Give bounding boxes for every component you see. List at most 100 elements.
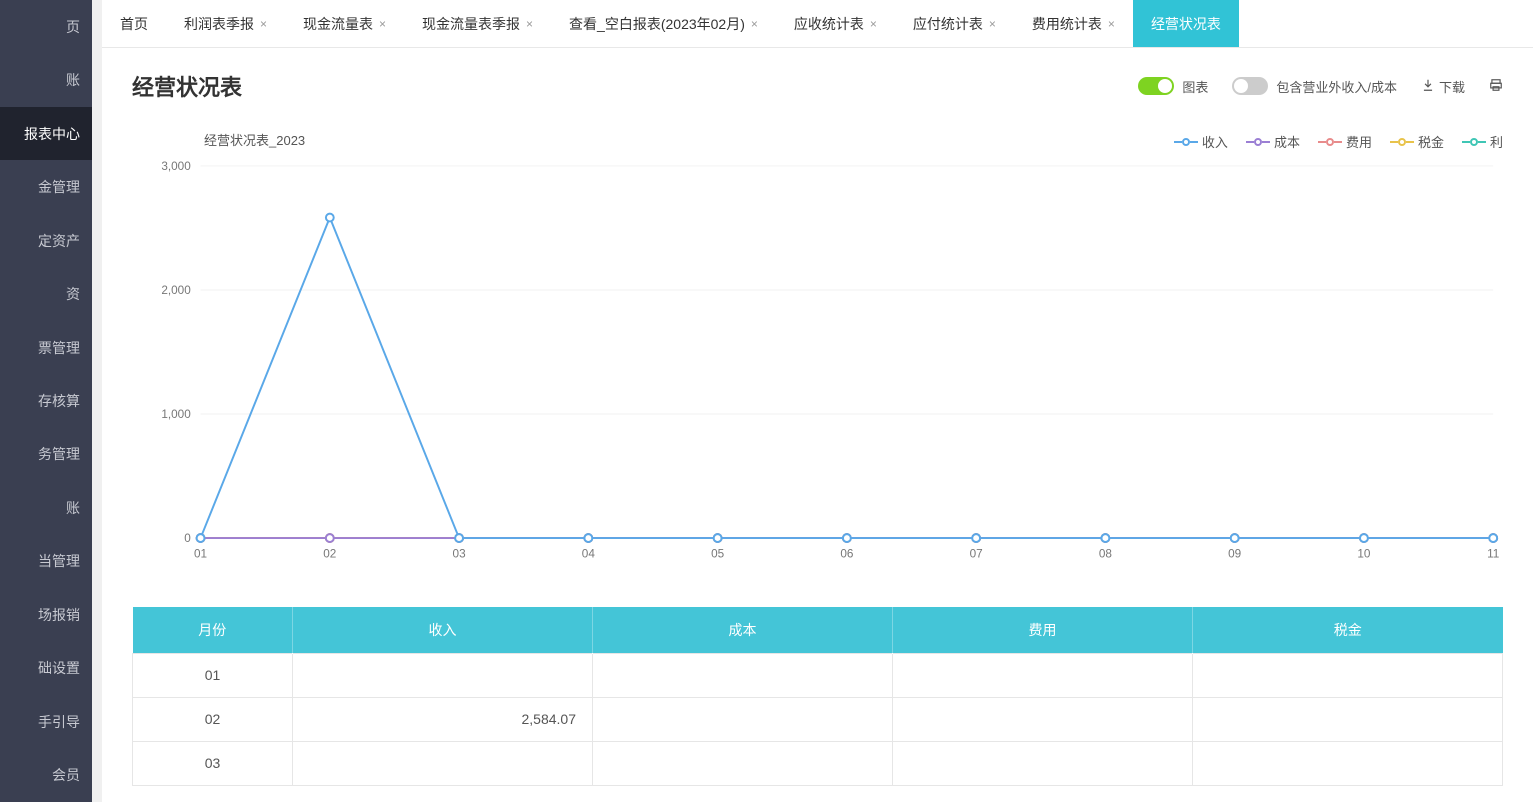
table-header-2: 成本	[593, 607, 893, 653]
data-table-area: 月份收入成本费用税金 01022,584.0703	[132, 607, 1503, 786]
table-header-4: 税金	[1193, 607, 1503, 653]
sidebar-item-0[interactable]: 页	[0, 0, 92, 53]
download-icon	[1421, 78, 1435, 95]
sidebar-item-5[interactable]: 资	[0, 267, 92, 320]
svg-text:03: 03	[453, 548, 467, 561]
sidebar-item-1[interactable]: 账	[0, 53, 92, 106]
data-table: 月份收入成本费用税金 01022,584.0703	[132, 607, 1503, 786]
sidebar-item-2[interactable]: 报表中心	[0, 107, 92, 160]
table-cell	[593, 741, 893, 785]
sidebar-item-6[interactable]: 票管理	[0, 321, 92, 374]
sidebar-item-10[interactable]: 当管理	[0, 535, 92, 588]
table-cell	[893, 653, 1193, 697]
toggle-chart-label: 图表	[1182, 77, 1208, 96]
svg-text:3,000: 3,000	[161, 160, 191, 173]
sidebar-item-14[interactable]: 会员	[0, 749, 92, 802]
tab-label: 查看_空白报表(2023年02月)	[569, 14, 745, 34]
tab-3[interactable]: 现金流量表季报×	[404, 0, 551, 48]
table-header-3: 费用	[893, 607, 1193, 653]
close-icon[interactable]: ×	[260, 17, 267, 31]
legend-label: 利	[1490, 132, 1503, 151]
chart-area: 经营状况表_2023 收入 成本 费用 税金 利 0 1,000 2,000 3,000 01 0…	[132, 122, 1503, 587]
legend-item-收入[interactable]: 收入	[1174, 132, 1228, 151]
svg-text:1,000: 1,000	[161, 408, 191, 421]
table-cell	[593, 697, 893, 741]
table-cell	[1193, 653, 1503, 697]
tab-6[interactable]: 应付统计表 ×	[895, 0, 1014, 48]
sidebar-item-9[interactable]: 账	[0, 481, 92, 534]
svg-text:2,000: 2,000	[161, 284, 191, 297]
page-title: 经营状况表	[132, 70, 242, 102]
tab-label: 应付统计表	[913, 14, 983, 34]
svg-text:08: 08	[1099, 548, 1113, 561]
tab-label: 利润表季报	[184, 14, 254, 34]
tab-5[interactable]: 应收统计表 ×	[776, 0, 895, 48]
toggle-extra[interactable]	[1232, 77, 1268, 95]
table-cell: 2,584.07	[293, 697, 593, 741]
sidebar-item-12[interactable]: 础设置	[0, 642, 92, 695]
tab-2[interactable]: 现金流量表 ×	[285, 0, 404, 48]
chart-legend: 收入 成本 费用 税金 利	[1174, 132, 1503, 151]
close-icon[interactable]: ×	[526, 17, 533, 31]
tab-label: 应收统计表	[794, 14, 864, 34]
svg-text:10: 10	[1357, 548, 1371, 561]
svg-text:06: 06	[840, 548, 854, 561]
download-button[interactable]: 下载	[1421, 77, 1465, 96]
tab-8[interactable]: 经营状况表	[1133, 0, 1239, 48]
close-icon[interactable]: ×	[1108, 17, 1115, 31]
legend-label: 费用	[1346, 132, 1372, 151]
legend-item-利[interactable]: 利	[1462, 132, 1503, 151]
table-row: 01	[133, 653, 1503, 697]
tab-7[interactable]: 费用统计表 ×	[1014, 0, 1133, 48]
svg-text:05: 05	[711, 548, 725, 561]
toggle-chart-wrap: 图表	[1138, 77, 1208, 96]
sidebar: 页账报表中心金管理定资产资票管理存核算务管理账当管理场报销础设置手引导会员	[0, 0, 92, 802]
print-icon[interactable]	[1489, 78, 1503, 95]
legend-label: 税金	[1418, 132, 1444, 151]
sidebar-item-7[interactable]: 存核算	[0, 374, 92, 427]
legend-label: 收入	[1202, 132, 1228, 151]
tab-4[interactable]: 查看_空白报表(2023年02月) ×	[551, 0, 776, 48]
tab-label: 现金流量表	[303, 14, 373, 34]
sidebar-scrollbar[interactable]	[92, 0, 102, 802]
toggle-extra-label: 包含营业外收入/成本	[1276, 77, 1397, 96]
svg-text:0: 0	[184, 532, 191, 545]
close-icon[interactable]: ×	[379, 17, 386, 31]
legend-item-税金[interactable]: 税金	[1390, 132, 1444, 151]
svg-text:01: 01	[194, 548, 207, 561]
tab-label: 费用统计表	[1032, 14, 1102, 34]
sidebar-item-13[interactable]: 手引导	[0, 695, 92, 748]
svg-text:09: 09	[1228, 548, 1241, 561]
tab-bar: 首页利润表季报×现金流量表×现金流量表季报×查看_空白报表(2023年02月)×…	[102, 0, 1533, 48]
table-cell	[1193, 697, 1503, 741]
table-row: 022,584.07	[133, 697, 1503, 741]
legend-label: 成本	[1274, 132, 1300, 151]
svg-text:07: 07	[970, 548, 983, 561]
close-icon[interactable]: ×	[751, 17, 758, 31]
sidebar-item-11[interactable]: 场报销	[0, 588, 92, 641]
sidebar-item-8[interactable]: 务管理	[0, 428, 92, 481]
close-icon[interactable]: ×	[870, 17, 877, 31]
table-header-1: 收入	[293, 607, 593, 653]
tab-0[interactable]: 首页	[102, 0, 166, 48]
close-icon[interactable]: ×	[989, 17, 996, 31]
svg-text:04: 04	[582, 548, 596, 561]
toggle-chart[interactable]	[1138, 77, 1174, 95]
sidebar-item-3[interactable]: 金管理	[0, 160, 92, 213]
legend-item-成本[interactable]: 成本	[1246, 132, 1300, 151]
table-cell	[293, 653, 593, 697]
table-cell	[593, 653, 893, 697]
table-row: 03	[133, 741, 1503, 785]
tab-1[interactable]: 利润表季报 ×	[166, 0, 285, 48]
tab-label: 首页	[120, 14, 148, 34]
sidebar-item-4[interactable]: 定资产	[0, 214, 92, 267]
download-label: 下载	[1439, 77, 1465, 96]
table-cell	[893, 697, 1193, 741]
table-cell: 03	[133, 741, 293, 785]
table-cell	[293, 741, 593, 785]
line-chart: 01,0002,0003,0000102030405060708091011	[132, 122, 1503, 582]
table-cell	[1193, 741, 1503, 785]
table-header-0: 月份	[133, 607, 293, 653]
legend-item-费用[interactable]: 费用	[1318, 132, 1372, 151]
chart-title: 经营状况表_2023	[204, 130, 305, 149]
